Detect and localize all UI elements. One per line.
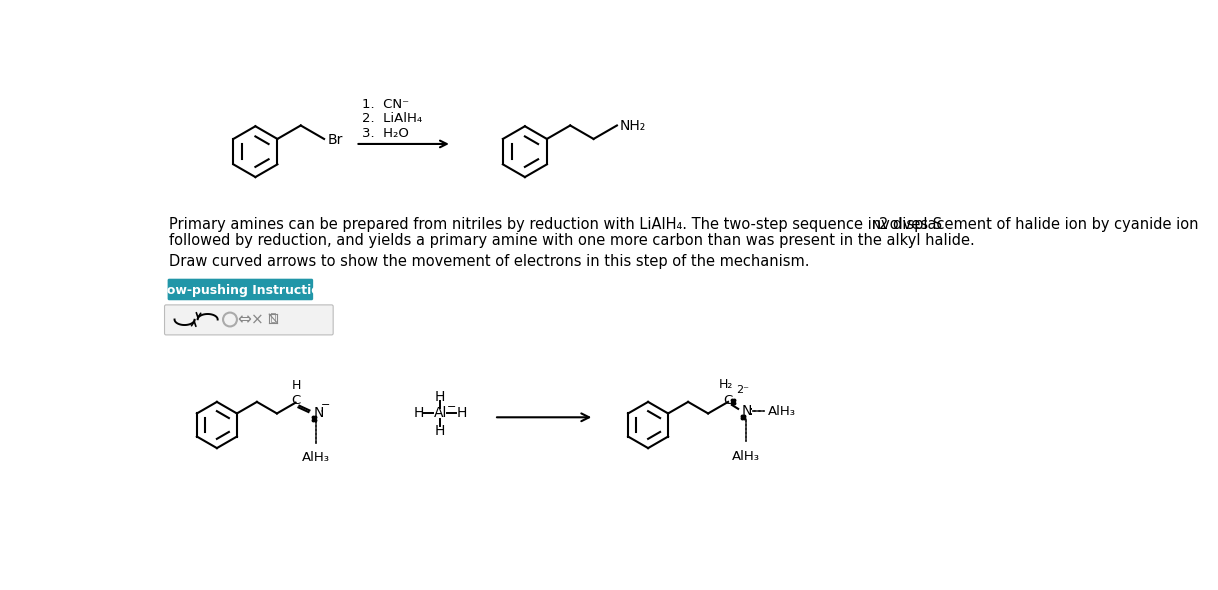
Text: ▯: ▯ xyxy=(269,311,276,324)
Text: Arrow-pushing Instructions: Arrow-pushing Instructions xyxy=(145,284,336,297)
Text: H: H xyxy=(457,407,466,421)
Text: Al: Al xyxy=(434,407,447,421)
Text: −: − xyxy=(322,400,330,410)
Text: C: C xyxy=(292,394,301,407)
Text: H₂: H₂ xyxy=(719,378,733,391)
Text: :: : xyxy=(748,404,753,418)
Text: −: − xyxy=(446,402,456,412)
Text: AlH₃: AlH₃ xyxy=(732,450,760,463)
Text: N: N xyxy=(313,406,324,419)
Text: N: N xyxy=(742,404,753,418)
FancyBboxPatch shape xyxy=(168,278,313,300)
Text: 2⁻: 2⁻ xyxy=(736,385,749,395)
Text: AlH₃: AlH₃ xyxy=(769,405,797,418)
Text: H: H xyxy=(435,424,446,438)
Text: Draw curved arrows to show the movement of electrons in this step of the mechani: Draw curved arrows to show the movement … xyxy=(169,254,810,269)
Text: H: H xyxy=(435,389,446,404)
Text: Br: Br xyxy=(328,133,342,147)
Text: followed by reduction, and yields a primary amine with one more carbon than was : followed by reduction, and yields a prim… xyxy=(169,232,974,247)
Text: NH₂: NH₂ xyxy=(620,119,647,133)
Text: ×: × xyxy=(251,312,264,327)
FancyBboxPatch shape xyxy=(164,305,334,335)
Text: 3.  H₂O: 3. H₂O xyxy=(362,127,408,140)
Text: N: N xyxy=(871,219,881,232)
Text: :: : xyxy=(319,406,324,419)
Text: AlH₃: AlH₃ xyxy=(302,451,330,464)
Text: 1.  CN⁻: 1. CN⁻ xyxy=(362,98,409,111)
Text: H: H xyxy=(291,379,301,392)
Text: 2 displacement of halide ion by cyanide ion: 2 displacement of halide ion by cyanide … xyxy=(879,217,1199,232)
Text: ⇔: ⇔ xyxy=(238,310,251,329)
Text: C: C xyxy=(723,394,733,407)
Text: H: H xyxy=(413,407,424,421)
Text: 2.  LiAlH₄: 2. LiAlH₄ xyxy=(362,112,421,126)
Text: Primary amines can be prepared from nitriles by reduction with LiAlH₄. The two-s: Primary amines can be prepared from nitr… xyxy=(169,217,943,232)
